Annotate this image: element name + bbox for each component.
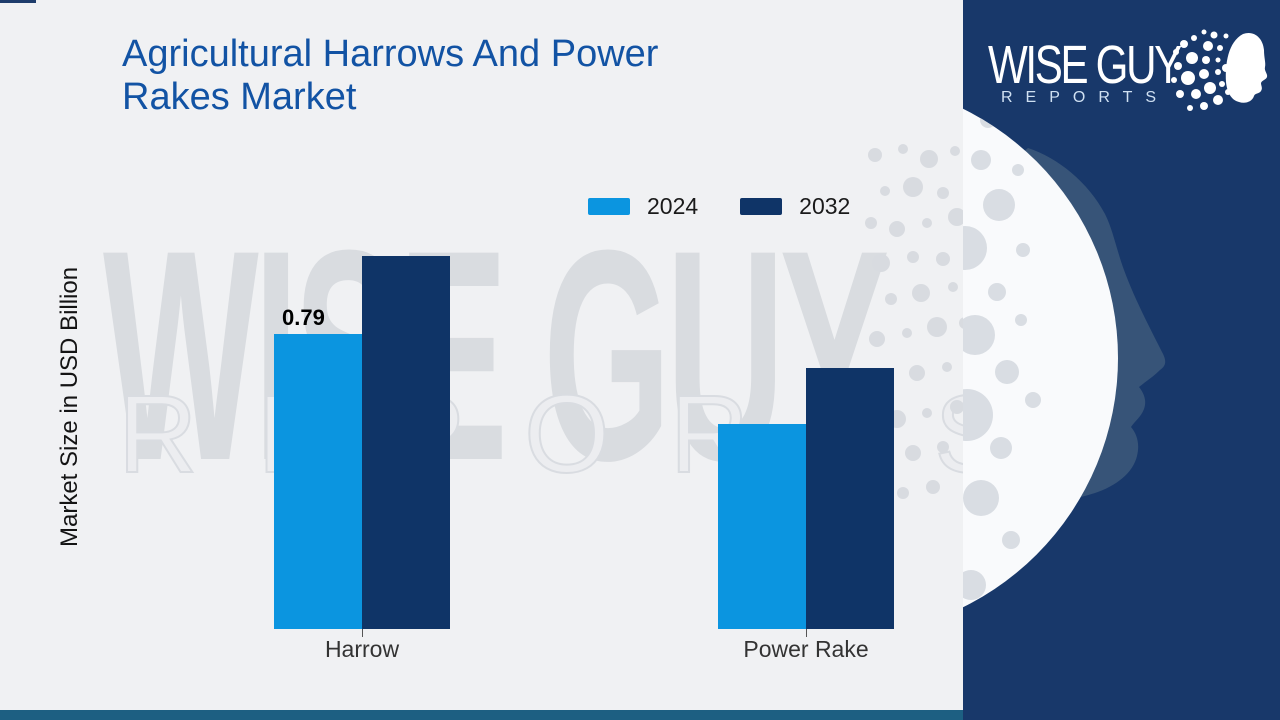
legend-swatch-2032 <box>740 198 783 215</box>
x-axis-tick <box>806 629 807 637</box>
legend-item-2032: 2032 <box>740 193 850 220</box>
brand-logo-subtext: REPORTS <box>1001 89 1170 106</box>
panel-face-art <box>963 108 1166 608</box>
bar-harrow-2024 <box>274 334 362 629</box>
x-axis-category-label: Harrow <box>324 636 400 662</box>
legend-item-2024: 2024 <box>588 193 698 220</box>
y-axis-title: Market Size in USD Billion <box>56 266 83 548</box>
legend-swatch-2024 <box>588 198 630 215</box>
bar-power-rake-2024 <box>718 424 806 629</box>
bar-power-rake-2032 <box>806 368 894 629</box>
bar-harrow-2032 <box>362 256 450 629</box>
legend-label-2024: 2024 <box>647 193 699 219</box>
bottom-accent-bar <box>0 710 963 720</box>
x-axis-category-label: Power Rake <box>743 636 869 662</box>
chart-title: Agricultural Harrows And Power Rakes Mar… <box>122 33 659 118</box>
legend-label-2032: 2032 <box>799 193 851 219</box>
brand-logo-head-icon <box>1171 29 1268 111</box>
top-left-accent <box>0 0 36 3</box>
brand-logo-text: WISE GUY <box>988 35 1182 95</box>
brand-panel: WISE GUY REPORTS <box>963 0 1280 720</box>
bar-value-label: 0.79 <box>282 305 325 330</box>
chart-legend: 2024 2032 <box>588 193 850 220</box>
x-axis-tick <box>362 629 363 637</box>
